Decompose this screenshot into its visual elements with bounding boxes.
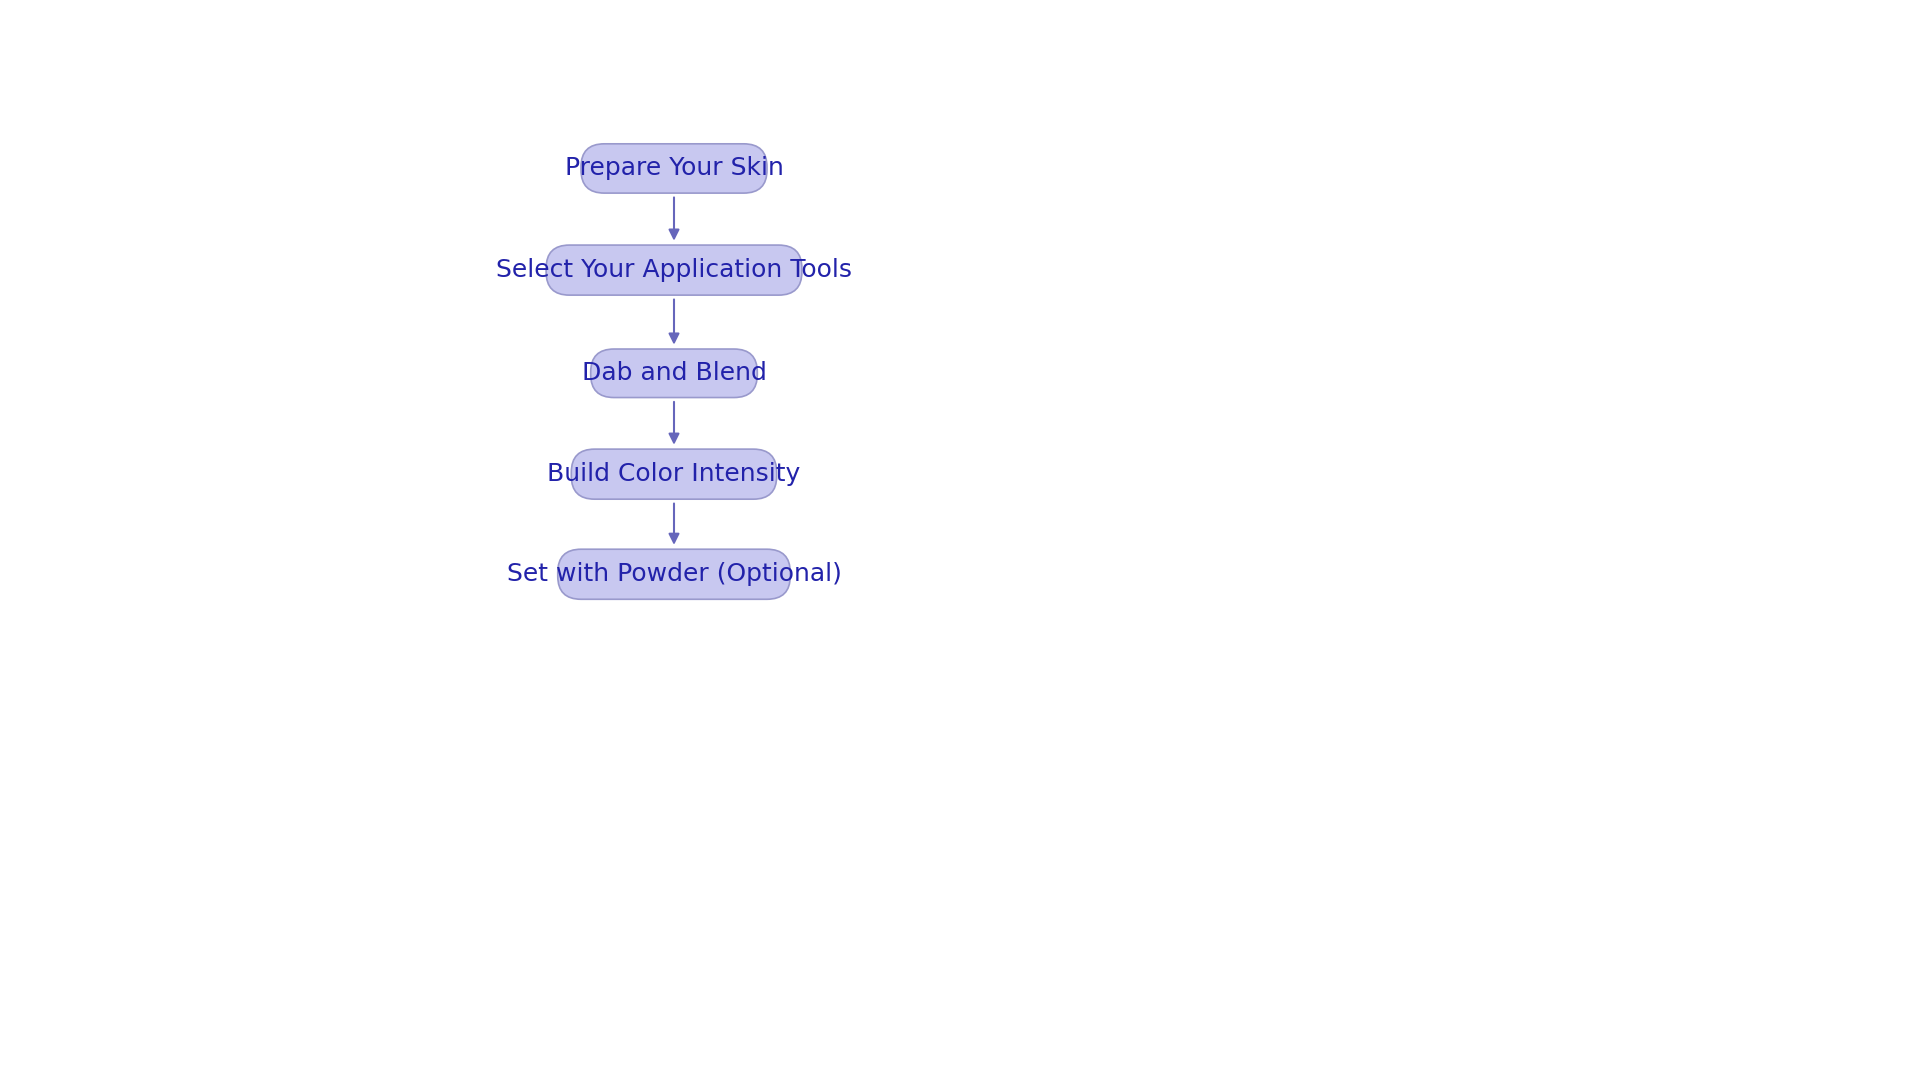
FancyBboxPatch shape <box>572 449 778 499</box>
Text: Prepare Your Skin: Prepare Your Skin <box>564 156 783 181</box>
Text: Set with Powder (Optional): Set with Powder (Optional) <box>507 562 841 586</box>
FancyBboxPatch shape <box>591 349 756 397</box>
FancyBboxPatch shape <box>582 144 766 193</box>
FancyBboxPatch shape <box>545 245 803 296</box>
Text: Dab and Blend: Dab and Blend <box>582 362 766 386</box>
Text: Build Color Intensity: Build Color Intensity <box>547 462 801 486</box>
FancyBboxPatch shape <box>557 549 791 599</box>
Text: Select Your Application Tools: Select Your Application Tools <box>495 258 852 282</box>
